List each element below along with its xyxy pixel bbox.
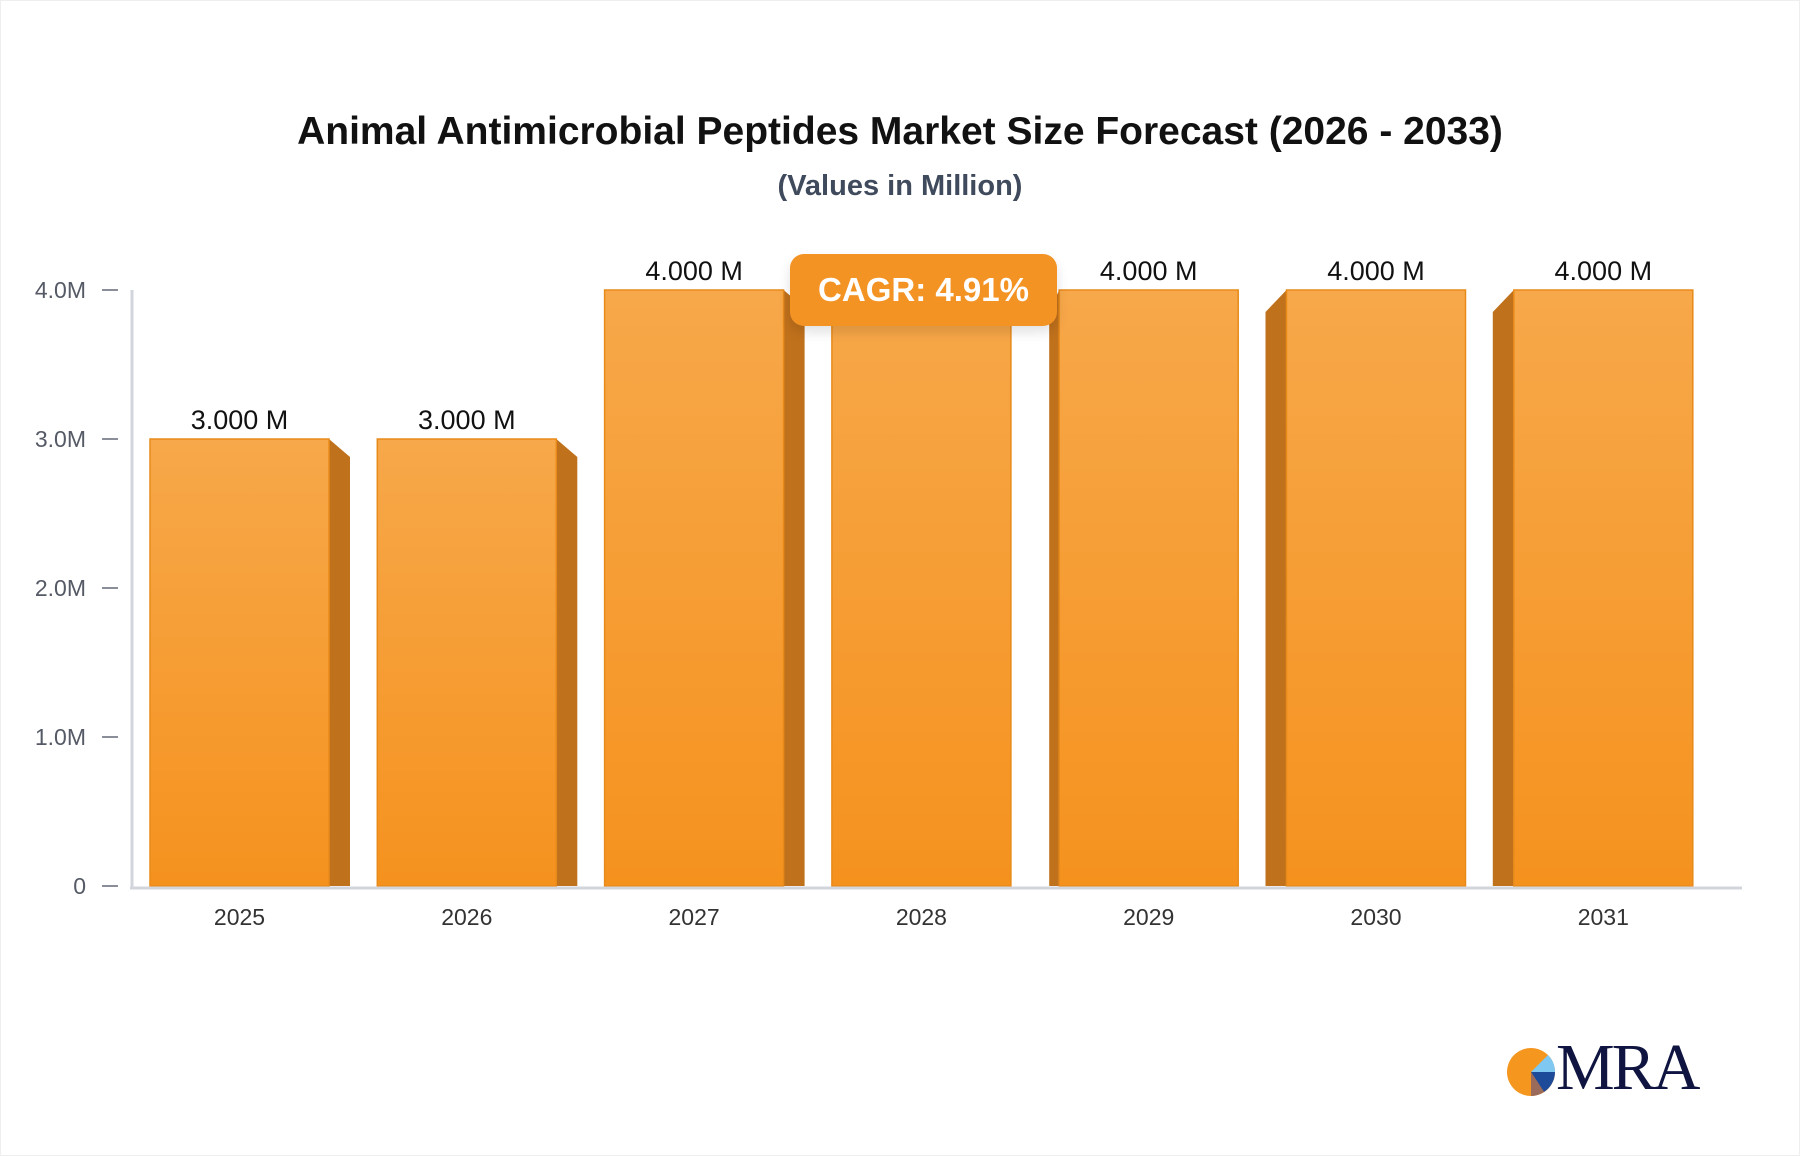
x-tick-label: 2025 <box>214 904 265 930</box>
bars: 3.000 M 2025 3.000 M 2026 4.000 M 2027 2028 4.0… <box>149 256 1694 930</box>
chart-title: Animal Antimicrobial Peptides Market Siz… <box>297 110 1503 153</box>
bar <box>603 289 785 887</box>
bar-group-2026: 3.000 M 2026 <box>376 405 578 930</box>
bar-group-2028: 2028 <box>831 289 1012 930</box>
y-tick-label: 2.0M <box>35 575 86 601</box>
chart-subtitle: (Values in Million) <box>777 170 1023 202</box>
x-tick-label: 2030 <box>1350 904 1401 930</box>
bar-side <box>1265 290 1287 886</box>
bar-value-label: 4.000 M <box>1327 256 1425 286</box>
x-tick-label: 2029 <box>1123 904 1174 930</box>
bar-side <box>1492 290 1514 886</box>
bar-side <box>329 439 350 886</box>
y-tick-label: 4.0M <box>35 277 86 303</box>
x-tick-label: 2028 <box>896 904 947 930</box>
bar-value-label: 3.000 M <box>418 405 516 435</box>
bar-group-2027: 4.000 M 2027 <box>603 256 805 930</box>
x-tick-label: 2027 <box>669 904 720 930</box>
cagr-badge: CAGR: 4.91% <box>790 254 1057 326</box>
y-axis: 0 1.0M 2.0M 3.0M 4.0M <box>35 277 118 899</box>
bar-group-2031: 4.000 M 2031 <box>1492 256 1694 930</box>
y-tick-label: 1.0M <box>35 724 86 750</box>
bar-side <box>1049 290 1060 886</box>
mra-logo: MRA <box>1506 1031 1706 1104</box>
bar <box>831 289 1012 887</box>
y-tick-label: 3.0M <box>35 426 86 452</box>
bar <box>1058 289 1239 887</box>
bar <box>1285 289 1467 887</box>
logo-text: MRA <box>1556 1031 1700 1104</box>
bar-side <box>783 290 805 886</box>
bar-group-2030: 4.000 M 2030 <box>1265 256 1467 930</box>
bar-value-label: 4.000 M <box>645 256 743 286</box>
bar <box>149 438 330 887</box>
bar <box>1513 289 1694 887</box>
bar-side <box>556 439 578 886</box>
bar-group-2025: 3.000 M 2025 <box>149 405 350 930</box>
x-tick-label: 2026 <box>441 904 492 930</box>
bar-value-label: 4.000 M <box>1100 256 1198 286</box>
x-tick-label: 2031 <box>1578 904 1629 930</box>
bar <box>376 438 558 887</box>
bar-value-label: 3.000 M <box>191 405 289 435</box>
bar-value-label: 4.000 M <box>1555 256 1653 286</box>
y-tick-label: 0 <box>73 873 86 899</box>
pie-logo-icon <box>1507 1048 1556 1096</box>
bar-group-2029: 4.000 M 2029 <box>1049 256 1239 930</box>
